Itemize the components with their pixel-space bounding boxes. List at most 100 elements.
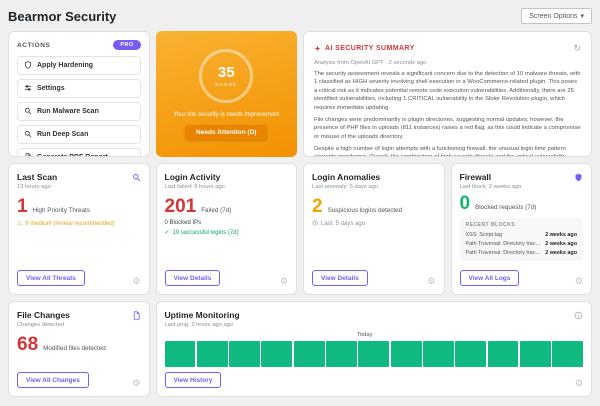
gear-icon[interactable]: ⚙ (279, 276, 288, 286)
successful-logins-text: 10 successful logins (7d) (172, 229, 239, 236)
card-footer: View All Logs ⚙ (459, 270, 583, 286)
card-header: Login Activity (165, 172, 289, 182)
card-title: File Changes (17, 310, 70, 320)
card-grid: ACTIONS PRO Apply Hardening Settings Run… (8, 31, 592, 397)
uptime-bar (455, 341, 487, 367)
card-footer: View History ⚙ (164, 372, 583, 388)
action-run-malware-scan[interactable]: Run Malware Scan (17, 102, 141, 121)
document-icon (24, 152, 32, 156)
successful-logins-line: ✓ 10 successful logins (7d) (164, 229, 289, 237)
view-all-changes-button[interactable]: View All Changes (17, 372, 89, 388)
screen-options-button[interactable]: Screen Options ▾ (521, 8, 592, 24)
view-all-logs-button[interactable]: View All Logs (459, 270, 520, 286)
ai-summary-title: AI SECURITY SUMMARY (325, 44, 415, 52)
card-title: Login Anomalies (312, 172, 381, 182)
gear-icon[interactable]: ⚙ (574, 276, 583, 286)
action-label: Settings (37, 85, 65, 92)
action-settings[interactable]: Settings (17, 79, 141, 98)
recent-block-row: Path Traversal: Directory traversal 2 we… (466, 248, 578, 257)
card-footer: View Details ⚙ (164, 270, 288, 286)
gear-icon[interactable]: ⚙ (132, 276, 141, 286)
modified-files-label: Modified files detected (43, 345, 106, 352)
stat-row: 68 Modified files detected (17, 335, 141, 354)
anomaly-count: 2 (312, 196, 323, 217)
action-run-deep-scan[interactable]: Run Deep Scan (17, 125, 141, 144)
uptime-bar (358, 341, 390, 367)
card-title: Uptime Monitoring (164, 310, 240, 320)
document-icon (132, 310, 141, 320)
card-header: Firewall (460, 172, 584, 182)
action-apply-hardening[interactable]: Apply Hardening (17, 56, 141, 75)
shield-icon (574, 173, 583, 182)
stat-row: 1 High Priority Threats (17, 197, 141, 216)
card-meta: Last ping: 2 hours ago ago (164, 322, 234, 328)
ai-paragraph: The security assessment reveals a signif… (314, 71, 581, 111)
search-icon (24, 130, 32, 140)
view-all-threats-button[interactable]: View All Threats (17, 270, 85, 286)
uptime-bar (423, 341, 454, 367)
uptime-bar (326, 341, 357, 367)
chevron-down-icon: ▾ (580, 13, 584, 20)
last-anomaly-line: Last: 5 days ago (312, 220, 436, 228)
card-header: Last Scan (17, 172, 141, 182)
last-anomaly-text: Last: 5 days ago (321, 221, 366, 227)
uptime-bar (487, 341, 519, 367)
card-meta: Last failed: 9 hours ago (164, 184, 225, 190)
action-generate-pdf-report[interactable]: Generate PDF Report (17, 148, 141, 156)
ai-summary-header: AI SECURITY SUMMARY ↻ (314, 39, 581, 57)
actions-card: ACTIONS PRO Apply Hardening Settings Run… (8, 31, 150, 157)
score-message: Your site security is needs improvement (173, 111, 280, 118)
uptime-monitoring-card: Uptime Monitoring Last ping: 2 hours ago… (155, 301, 592, 397)
blocked-requests-count: 0 (459, 193, 471, 214)
card-header: Uptime Monitoring (165, 310, 584, 320)
uptime-bar (261, 341, 293, 367)
ai-summary-card: AI SECURITY SUMMARY ↻ Analysis from Open… (303, 31, 592, 157)
uptime-bars (164, 341, 584, 367)
ai-summary-meta: Analysis from OpenAI GPT · 2 seconds ago (314, 60, 427, 66)
search-icon (132, 173, 141, 182)
gear-icon[interactable]: ⚙ (574, 378, 583, 388)
card-header: File Changes (17, 310, 141, 320)
modified-files-count: 68 (17, 334, 39, 355)
card-meta: Last anomaly: 5 days ago (312, 184, 379, 190)
firewall-card: Firewall Last block: 2 weeks ago 0 Block… (450, 163, 592, 295)
view-history-button[interactable]: View History (164, 372, 222, 388)
uptime-bar (164, 341, 196, 367)
today-label: Today (357, 332, 373, 338)
stat-row: 2 Suspicious logins detected (312, 197, 436, 216)
view-details-button[interactable]: View Details (164, 270, 221, 286)
gear-icon[interactable]: ⚙ (132, 378, 141, 388)
card-title: Login Activity (164, 172, 221, 182)
info-icon[interactable] (574, 311, 583, 320)
recent-blocks-title: RECENT BLOCKS (465, 222, 516, 228)
failed-login-label: Failed (7d) (201, 207, 232, 214)
card-footer: View All Changes ⚙ (17, 372, 141, 388)
last-scan-card: Last Scan 13 hours ago 1 High Priority T… (8, 163, 150, 295)
blocked-ips-text: 0 Blocked IPs (164, 220, 202, 226)
login-anomalies-card: Login Anomalies Last anomaly: 5 days ago… (303, 163, 445, 295)
refresh-icon[interactable]: ↻ (573, 42, 581, 53)
block-time: 2 weeks ago (545, 240, 577, 247)
actions-header: ACTIONS PRO (17, 40, 141, 50)
gear-icon[interactable]: ⚙ (427, 276, 436, 286)
block-label: Path Traversal: Directory traversal (465, 249, 542, 256)
score-grade-button[interactable]: Needs Attention (D) (185, 124, 268, 140)
ai-paragraph: File changes were predominantly in plugi… (314, 116, 581, 140)
action-label: Run Malware Scan (37, 108, 99, 115)
view-details-button[interactable]: View Details (312, 270, 368, 286)
card-header: Login Anomalies (312, 172, 436, 182)
score-gauge: 35 SCORE (199, 48, 254, 103)
uptime-bar (196, 341, 228, 367)
clock-icon (312, 220, 318, 228)
warning-text: 9 medium (review recommended) (25, 220, 115, 227)
threat-count: 1 (17, 196, 28, 217)
pro-badge: PRO (113, 40, 141, 50)
card-meta: Changes detected (17, 322, 65, 328)
screen-options-label: Screen Options (529, 12, 578, 20)
check-icon: ✓ (164, 230, 170, 236)
block-label: XSS: Script tag (465, 231, 503, 238)
uptime-chart: Today (164, 332, 584, 367)
shield-icon (24, 60, 32, 71)
block-time: 2 weeks ago (545, 249, 577, 256)
